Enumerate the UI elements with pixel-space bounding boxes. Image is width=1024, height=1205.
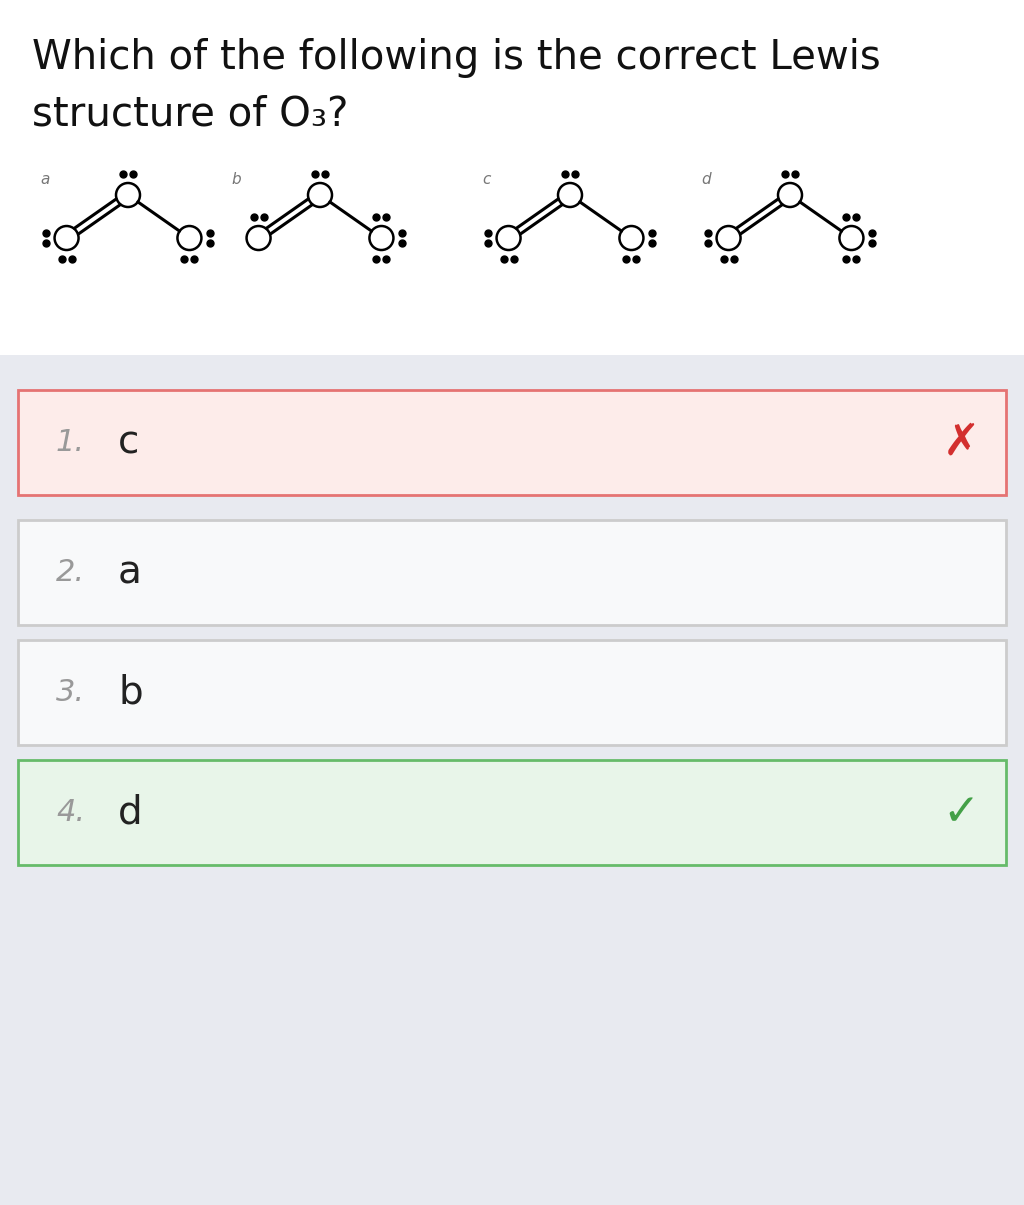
Bar [0,355,1024,1205]
Bar [18,521,1006,625]
Text: ✓: ✓ [942,790,980,834]
Bar [18,760,1006,865]
Text: ✗: ✗ [942,421,980,464]
Text: b: b [231,172,242,188]
Text: c: c [118,423,139,462]
Text: a: a [40,172,49,188]
Text: 2.: 2. [56,558,85,587]
Text: d: d [701,172,712,188]
Text: a: a [118,553,142,592]
Text: 1.: 1. [56,428,85,457]
Text: b: b [118,674,142,711]
Text: Which of the following is the correct Lewis: Which of the following is the correct Le… [32,39,881,78]
Bar [18,640,1006,745]
Text: structure of O₃?: structure of O₃? [32,95,348,135]
Text: 4.: 4. [56,798,85,827]
Text: c: c [482,172,490,188]
Bar [18,390,1006,495]
Text: 3.: 3. [56,678,85,707]
Bar [0,0,1024,355]
Text: d: d [118,794,142,831]
